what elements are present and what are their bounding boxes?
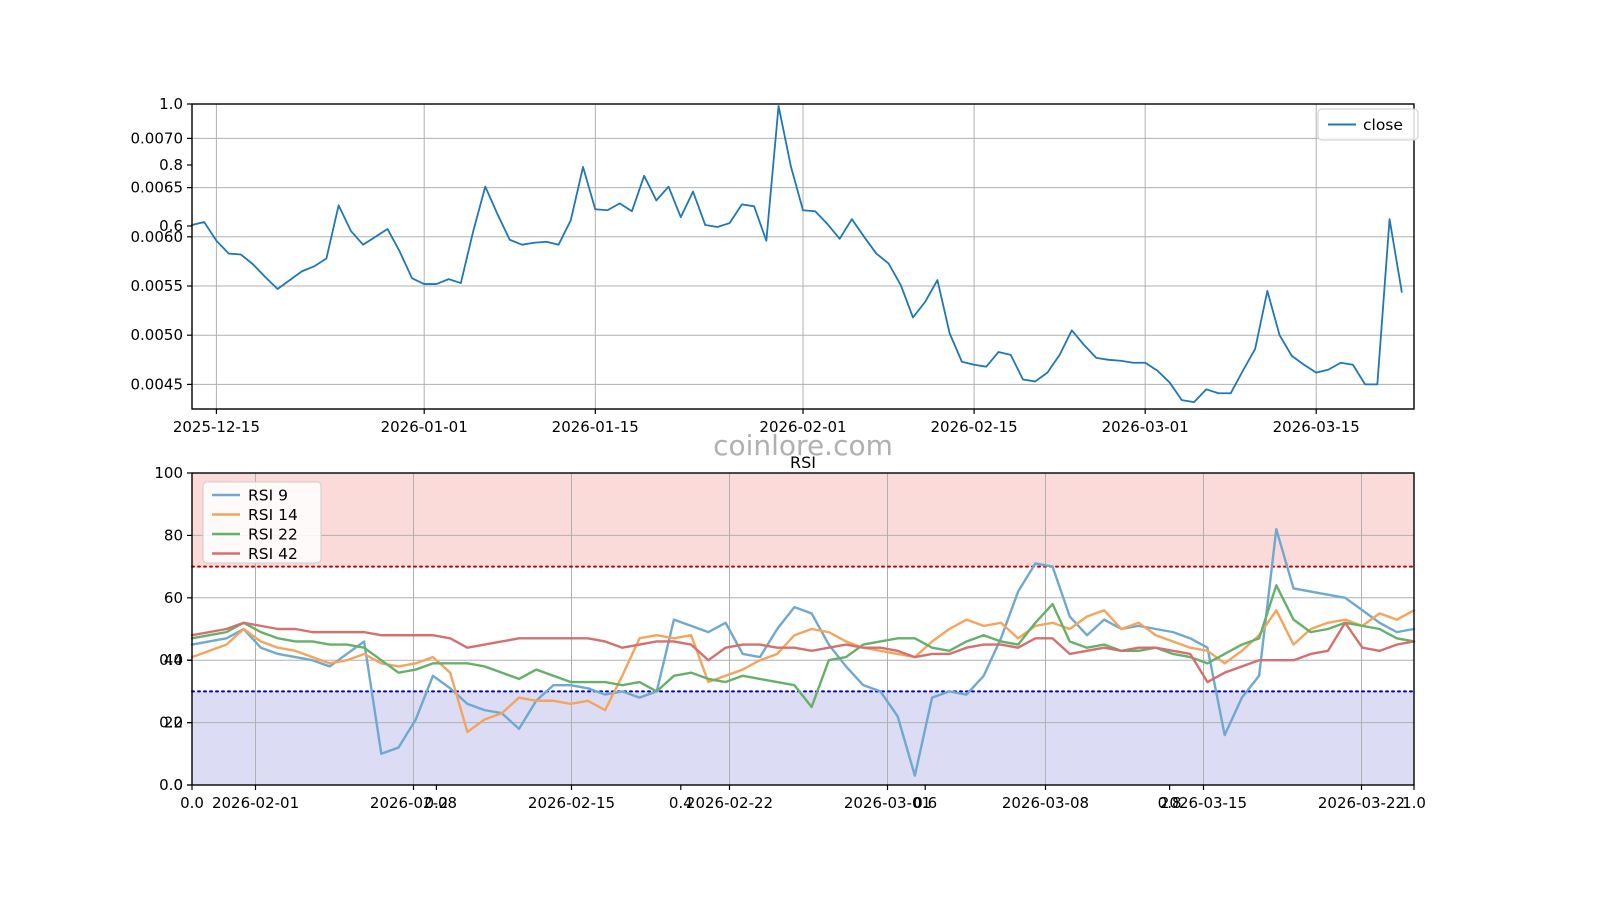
rsi-secondary-ytick-label: 0.0 (159, 776, 183, 794)
rsi-secondary-ytick-label: 0.2 (159, 714, 183, 732)
rsi-series (190, 527, 1416, 777)
rsi-secondary-xtick-label: 0.6 (913, 794, 937, 812)
price-secondary-ytick-label: 1.0 (159, 95, 183, 113)
price-ytick-label: 0.0070 (131, 129, 184, 147)
rsi-axes-frame (191, 472, 1415, 786)
legend-box[interactable] (202, 481, 322, 564)
rsi-secondary-xtick-label: 0.8 (1158, 794, 1182, 812)
price-xtick-label: 2026-02-15 (930, 418, 1017, 436)
rsi-xtick-label: 2026-02-01 (212, 794, 299, 812)
oversold-band (192, 691, 1414, 785)
rsi-xtick-label: 2026-03-08 (1002, 794, 1089, 812)
rsi-ytick-label: 20 (164, 714, 183, 732)
rsi-xtick-label: 2026-02-15 (528, 794, 615, 812)
price-xtick-label: 2025-12-15 (173, 418, 260, 436)
rsi-secondary-ytick-labels: 0.0 0.2 0.4 (159, 651, 192, 794)
price-xtick-label: 2026-01-01 (381, 418, 468, 436)
rsi-xtick-label: 2026-03-15 (1160, 794, 1247, 812)
legend-label-rsi-42: RSI 42 (248, 545, 298, 563)
rsi-xtick-label: 2026-02-08 (370, 794, 457, 812)
price-legend: close (1317, 108, 1419, 141)
price-gridlines-vertical (215, 104, 1317, 409)
overbought-band (192, 473, 1414, 567)
price-ytick-label: 0.0060 (131, 228, 184, 246)
price-ytick-label: 0.0055 (131, 277, 184, 295)
rsi-ytick-label: 0 (173, 776, 183, 794)
price-secondary-ytick-label: 0.6 (159, 217, 183, 235)
price-xtick-label: 2026-03-15 (1273, 418, 1360, 436)
price-ytick-label: 0.0065 (131, 179, 184, 197)
rsi-chart-title: RSI (790, 453, 816, 472)
legend-label-rsi-14: RSI 14 (248, 506, 298, 524)
price-xtick-label: 2026-03-01 (1102, 418, 1189, 436)
rsi-line-rsi-22 (190, 584, 1416, 709)
price-chart: 0.00450.00500.00550.00600.00650.00700.60… (131, 95, 1419, 436)
rsi-xtick-label: 2026-03-22 (1318, 794, 1405, 812)
rsi-xtick-labels: 2026-02-01 2026-02-08 2026-02-15 2026-02-22… (212, 785, 1405, 812)
rsi-line-rsi-14 (190, 609, 1416, 734)
price-xtick-label: 2026-02-01 (759, 418, 846, 436)
legend-label-close: close (1363, 116, 1403, 134)
price-ytick-label: 0.0050 (131, 326, 184, 344)
rsi-ytick-label: 40 (164, 651, 183, 669)
rsi-ytick-labels: 0 20 40 60 80 100 (154, 464, 192, 794)
price-xtick-labels: 2025-12-15 2026-01-01 2026-01-15 2026-02-01… (173, 409, 1360, 436)
legend-label-rsi-9: RSI 9 (248, 487, 288, 505)
rsi-secondary-xtick-label: 1.0 (1402, 794, 1426, 812)
legend-box[interactable] (1317, 108, 1419, 141)
price-ytick-labels: 0.0045 0.0050 0.0055 0.0060 0.0065 0.0070 (131, 129, 192, 393)
rsi-secondary-xtick-label: 0.2 (424, 794, 448, 812)
rsi-ytick-label: 60 (164, 589, 183, 607)
rsi-secondary-xtick-label: 0.4 (669, 794, 693, 812)
price-secondary-ytick-label: 0.8 (159, 156, 183, 174)
price-ytick-label: 0.0045 (131, 375, 184, 393)
rsi-ytick-label: 100 (154, 464, 183, 482)
price-secondary-ytick-labels: 0.6 0.8 1.0 (159, 95, 192, 235)
watermark-text: coinlore.com (713, 429, 893, 462)
rsi-secondary-xtick-label: 0.0 (180, 794, 204, 812)
watermark: coinlore.com (713, 429, 893, 462)
rsi-xtick-label: 2026-02-22 (686, 794, 773, 812)
price-close-line (191, 105, 1403, 404)
price-xtick-label: 2026-01-15 (552, 418, 639, 436)
rsi-secondary-ytick-label: 0.4 (159, 651, 183, 669)
rsi-line-rsi-42 (190, 621, 1416, 684)
rsi-xtick-label: 2026-03-01 (844, 794, 931, 812)
rsi-secondary-xtick-labels: 0.0 0.2 0.4 0.6 0.8 1.0 (180, 785, 1426, 812)
rsi-ytick-label: 80 (164, 526, 183, 544)
legend-label-rsi-22: RSI 22 (248, 526, 298, 544)
